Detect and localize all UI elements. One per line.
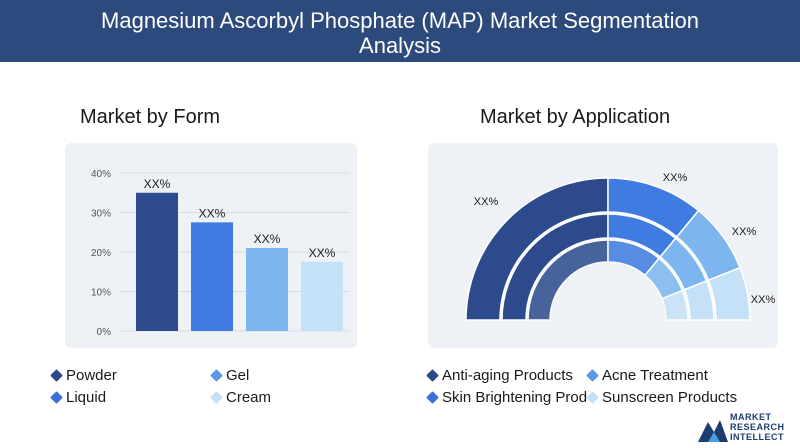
- legend-item-gel: Gel: [210, 367, 250, 384]
- bar-data-label: XX%: [309, 246, 336, 260]
- legend-label: Acne Treatment: [602, 367, 708, 384]
- legend-swatch: [50, 369, 63, 382]
- donut-data-label: XX%: [732, 226, 757, 238]
- logo-mountain-icon: [698, 420, 728, 442]
- legend-label: Anti-aging Products: [442, 367, 573, 384]
- bar-liquid: [191, 222, 233, 331]
- logo-line3: INTELLECT: [730, 432, 784, 442]
- application-chart-title: Market by Application: [480, 106, 671, 128]
- legend-swatch: [50, 391, 63, 404]
- bar-data-label: XX%: [144, 177, 171, 191]
- page-title-line2: Analysis: [359, 33, 441, 58]
- legend-item-sunscreen: Sunscreen Products: [586, 389, 738, 406]
- logo-line2: RESEARCH: [730, 422, 785, 432]
- page-title-banner: Magnesium Ascorbyl Phosphate (MAP) Marke…: [0, 0, 800, 62]
- legend-item-anti-aging: Anti-aging Products: [426, 367, 573, 384]
- legend-item-skin-brightening: Skin Brightening Prod: [426, 389, 588, 406]
- form-bar-chart: 0% 10% 20% 30% 40% XX% XX% XX% XX%: [91, 169, 350, 338]
- legend-swatch: [210, 369, 223, 382]
- brand-logo: MARKET RESEARCH INTELLECT: [698, 410, 798, 446]
- legend-item-powder: Powder: [50, 367, 117, 384]
- legend-swatch: [426, 369, 439, 382]
- legend-swatch: [586, 391, 599, 404]
- y-tick-label: 40%: [91, 169, 111, 180]
- donut-data-label: XX%: [474, 196, 499, 208]
- bar-data-label: XX%: [254, 232, 281, 246]
- legend-item-acne: Acne Treatment: [586, 367, 708, 384]
- logo-line1: MARKET: [730, 412, 772, 422]
- bar-cream: [301, 261, 343, 331]
- y-tick-label: 0%: [97, 327, 112, 338]
- donut-slice-3-ring-0: [707, 266, 751, 321]
- legend-label: Powder: [66, 367, 117, 384]
- legend-swatch: [426, 391, 439, 404]
- legend-swatch: [586, 369, 599, 382]
- legend-item-cream: Cream: [210, 389, 272, 406]
- donut-data-label: XX%: [751, 294, 776, 306]
- legend-label: Sunscreen Products: [602, 389, 738, 406]
- page-title-line1: Magnesium Ascorbyl Phosphate (MAP) Marke…: [101, 8, 699, 33]
- y-tick-label: 10%: [91, 288, 111, 299]
- application-donut-chart: XX% XX% XX% XX%: [465, 172, 776, 321]
- bar-data-label: XX%: [199, 206, 226, 220]
- legend-label: Gel: [226, 367, 250, 384]
- donut-slice-3-ring-1: [683, 280, 715, 321]
- y-tick-label: 20%: [91, 248, 111, 259]
- legend-label: Skin Brightening Prod: [442, 389, 588, 406]
- legend-label: Liquid: [66, 389, 107, 406]
- legend-swatch: [210, 391, 223, 404]
- donut-slice-3-ring-2: [660, 289, 689, 321]
- legend-item-liquid: Liquid: [50, 389, 107, 406]
- legend-label: Cream: [226, 389, 272, 406]
- bar-powder: [136, 192, 178, 331]
- logo-wordmark: MARKET RESEARCH INTELLECT: [730, 412, 785, 442]
- y-tick-label: 30%: [91, 209, 111, 220]
- form-chart-title: Market by Form: [80, 106, 221, 128]
- donut-data-label: XX%: [663, 172, 688, 184]
- bar-gel: [246, 248, 288, 331]
